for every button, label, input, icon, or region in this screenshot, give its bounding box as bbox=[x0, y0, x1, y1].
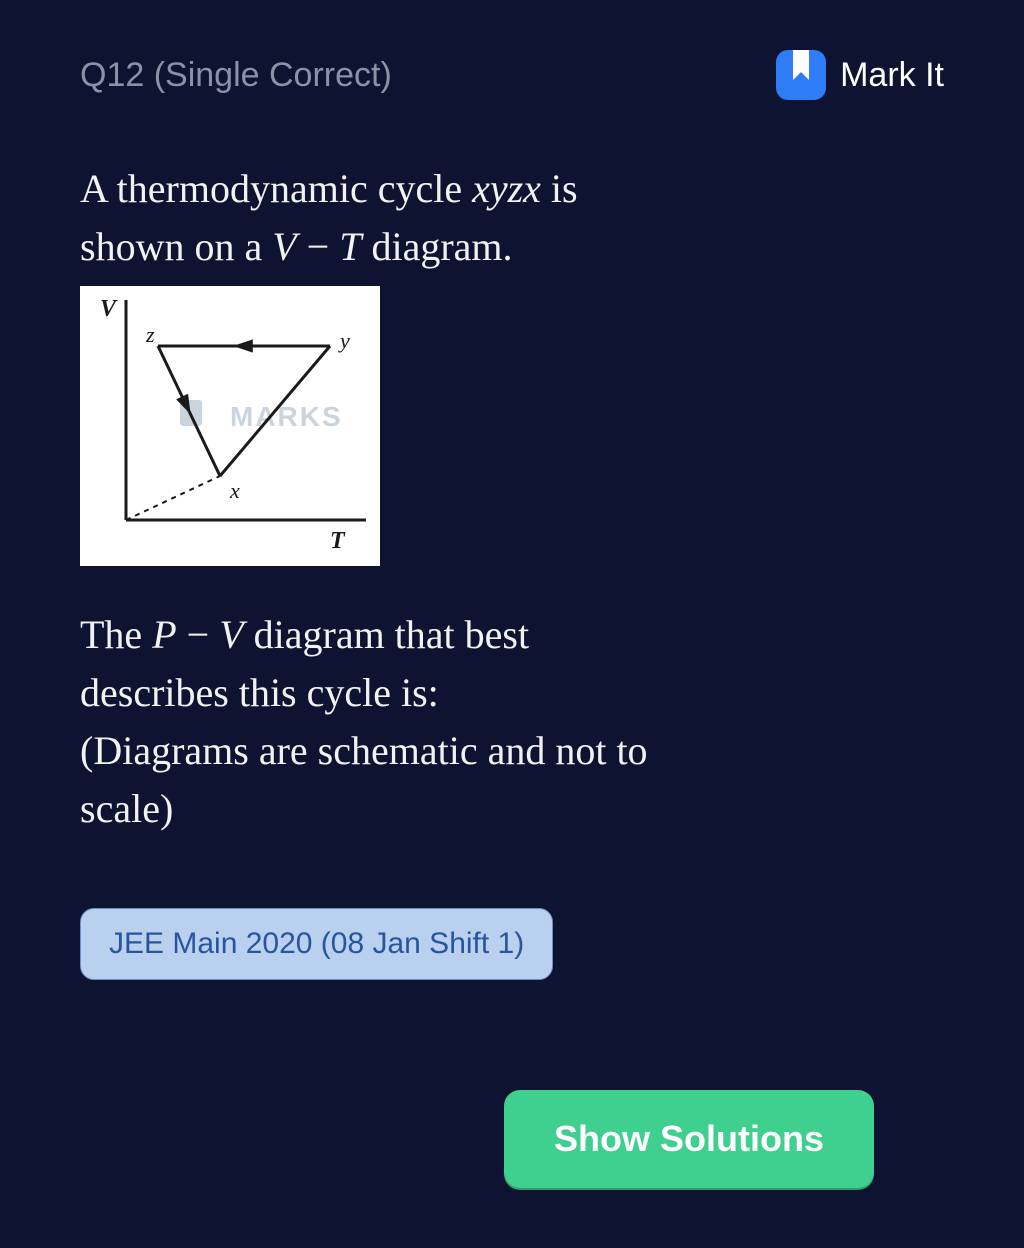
question-header: Q12 (Single Correct) Mark It bbox=[80, 50, 944, 100]
text-fragment: A thermodynamic cycle bbox=[80, 166, 472, 211]
text-fragment: is bbox=[541, 166, 578, 211]
question-line-3: The P − V diagram that best bbox=[80, 606, 944, 664]
question-line-2: shown on a V − T diagram. bbox=[80, 218, 944, 276]
math-var: T bbox=[339, 224, 361, 269]
mark-it-label: Mark It bbox=[840, 56, 944, 95]
mark-it-button[interactable]: Mark It bbox=[776, 50, 944, 100]
text-fragment: − bbox=[177, 612, 220, 657]
text-fragment: − bbox=[297, 224, 340, 269]
svg-text:y: y bbox=[338, 328, 350, 353]
question-line-5: (Diagrams are schematic and not to bbox=[80, 722, 944, 780]
math-var: xyzx bbox=[472, 166, 541, 211]
question-line-4: describes this cycle is: bbox=[80, 664, 944, 722]
text-fragment: The bbox=[80, 612, 152, 657]
svg-text:V: V bbox=[100, 296, 118, 322]
svg-text:x: x bbox=[229, 478, 240, 503]
show-solutions-button[interactable]: Show Solutions bbox=[504, 1090, 874, 1188]
vt-diagram: MARKS V Tx y z bbox=[80, 286, 380, 566]
text-fragment: diagram. bbox=[361, 224, 512, 269]
text-fragment: shown on a bbox=[80, 224, 272, 269]
svg-text:T: T bbox=[330, 528, 346, 554]
svg-text:MARKS: MARKS bbox=[230, 401, 343, 432]
math-var: V bbox=[272, 224, 296, 269]
text-fragment: diagram that best bbox=[244, 612, 529, 657]
question-line-6: scale) bbox=[80, 780, 944, 838]
svg-text:z: z bbox=[145, 322, 155, 347]
math-var: V bbox=[219, 612, 243, 657]
exam-tag-chip[interactable]: JEE Main 2020 (08 Jan Shift 1) bbox=[80, 908, 553, 980]
math-var: P bbox=[152, 612, 176, 657]
question-text: A thermodynamic cycle xyzx is shown on a… bbox=[80, 160, 944, 838]
question-line-1: A thermodynamic cycle xyzx is bbox=[80, 160, 944, 218]
question-number-label: Q12 (Single Correct) bbox=[80, 56, 392, 95]
bookmark-icon bbox=[776, 50, 826, 100]
